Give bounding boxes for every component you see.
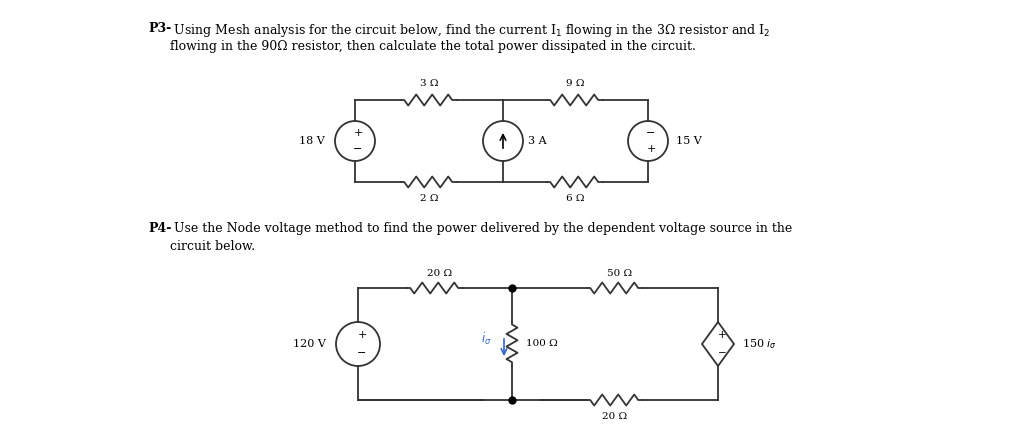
- Text: flowing in the 90Ω resistor, then calculate the total power dissipated in the ci: flowing in the 90Ω resistor, then calcul…: [170, 40, 696, 53]
- Text: 6 Ω: 6 Ω: [565, 194, 585, 203]
- Text: 18 V: 18 V: [299, 136, 325, 146]
- Text: +: +: [646, 144, 655, 154]
- Text: 9 Ω: 9 Ω: [565, 79, 585, 88]
- Text: P4-: P4-: [148, 222, 171, 235]
- Text: −: −: [646, 128, 655, 138]
- Text: +: +: [718, 330, 726, 340]
- Text: −: −: [357, 348, 367, 358]
- Text: Use the Node voltage method to find the power delivered by the dependent voltage: Use the Node voltage method to find the …: [170, 222, 793, 235]
- Text: 100 Ω: 100 Ω: [526, 340, 558, 348]
- Text: Using Mesh analysis for the circuit below, find the current I$_1$ flowing in the: Using Mesh analysis for the circuit belo…: [170, 22, 770, 39]
- Text: $i_\sigma$: $i_\sigma$: [480, 331, 492, 347]
- Text: −: −: [718, 348, 726, 358]
- Text: −: −: [353, 144, 362, 154]
- Text: 120 V: 120 V: [293, 339, 326, 349]
- Text: 3 A: 3 A: [528, 136, 547, 146]
- Text: 20 Ω: 20 Ω: [427, 269, 453, 278]
- Text: 3 Ω: 3 Ω: [420, 79, 438, 88]
- Text: 20 Ω: 20 Ω: [602, 412, 628, 421]
- Text: 2 Ω: 2 Ω: [420, 194, 438, 203]
- Text: 15 V: 15 V: [676, 136, 701, 146]
- Text: 150 $i_\sigma$: 150 $i_\sigma$: [742, 337, 777, 351]
- Text: P3-: P3-: [148, 22, 171, 35]
- Text: 50 Ω: 50 Ω: [607, 269, 633, 278]
- Text: circuit below.: circuit below.: [170, 240, 255, 253]
- Text: +: +: [357, 330, 367, 340]
- Text: +: +: [353, 128, 362, 138]
